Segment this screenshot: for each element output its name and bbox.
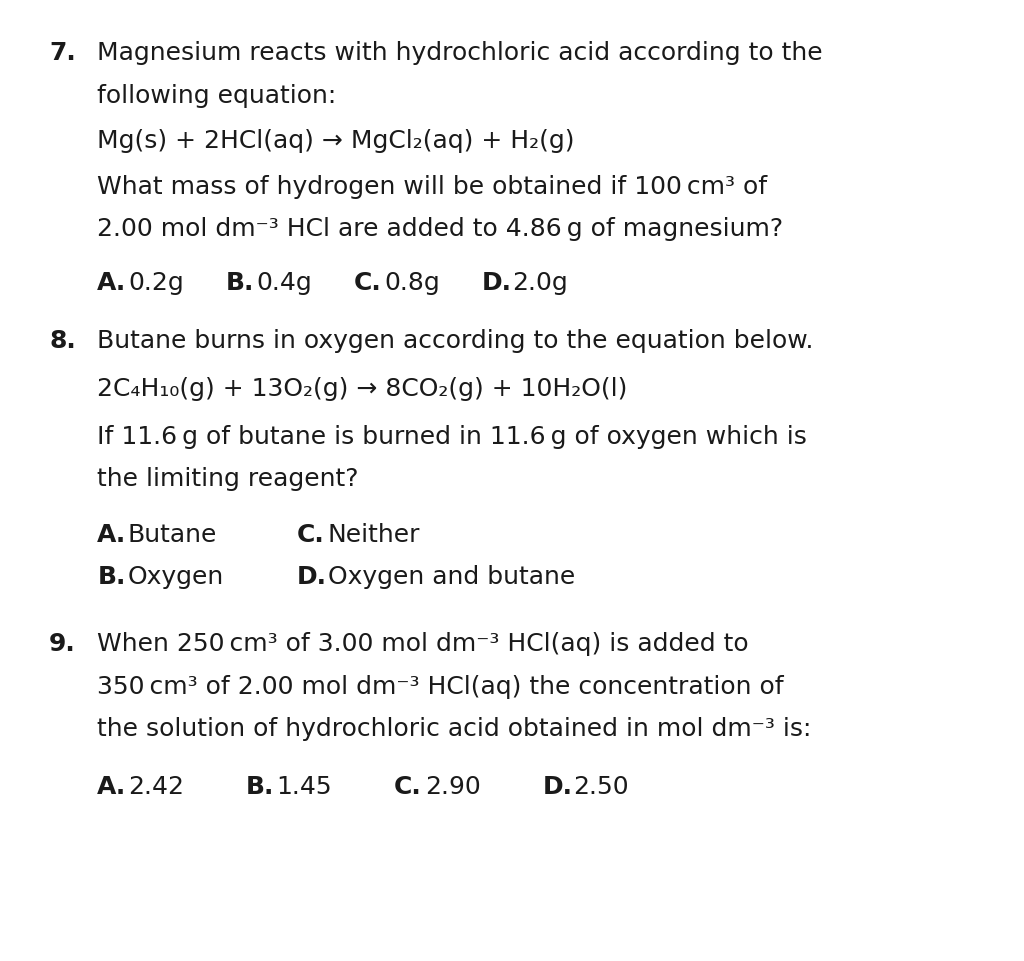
Text: C.: C. <box>353 271 381 295</box>
Text: 2.90: 2.90 <box>425 775 480 799</box>
Text: Magnesium reacts with hydrochloric acid according to the: Magnesium reacts with hydrochloric acid … <box>97 41 823 65</box>
Text: Butane: Butane <box>128 523 217 547</box>
Text: Mg(s) + 2HCl(aq) → MgCl₂(aq) + H₂(g): Mg(s) + 2HCl(aq) → MgCl₂(aq) + H₂(g) <box>97 129 574 153</box>
Text: the solution of hydrochloric acid obtained in mol dm⁻³ is:: the solution of hydrochloric acid obtain… <box>97 717 812 741</box>
Text: 2.50: 2.50 <box>573 775 629 799</box>
Text: 1.45: 1.45 <box>276 775 332 799</box>
Text: D.: D. <box>297 565 327 589</box>
Text: 2.0g: 2.0g <box>512 271 567 295</box>
Text: Oxygen and butane: Oxygen and butane <box>328 565 574 589</box>
Text: Neither: Neither <box>328 523 420 547</box>
Text: C.: C. <box>394 775 422 799</box>
Text: 350 cm³ of 2.00 mol dm⁻³ HCl(aq) the concentration of: 350 cm³ of 2.00 mol dm⁻³ HCl(aq) the con… <box>97 675 784 699</box>
Text: If 11.6 g of butane is burned in 11.6 g of oxygen which is: If 11.6 g of butane is burned in 11.6 g … <box>97 425 807 449</box>
Text: 2.00 mol dm⁻³ HCl are added to 4.86 g of magnesium?: 2.00 mol dm⁻³ HCl are added to 4.86 g of… <box>97 217 783 241</box>
Text: 8.: 8. <box>49 329 76 353</box>
Text: What mass of hydrogen will be obtained if 100 cm³ of: What mass of hydrogen will be obtained i… <box>97 175 767 199</box>
Text: following equation:: following equation: <box>97 84 337 108</box>
Text: 0.2g: 0.2g <box>128 271 183 295</box>
Text: Butane burns in oxygen according to the equation below.: Butane burns in oxygen according to the … <box>97 329 814 353</box>
Text: A.: A. <box>97 775 127 799</box>
Text: the limiting reagent?: the limiting reagent? <box>97 467 358 491</box>
Text: 0.4g: 0.4g <box>256 271 311 295</box>
Text: 9.: 9. <box>49 632 76 656</box>
Text: D.: D. <box>481 271 511 295</box>
Text: B.: B. <box>225 271 254 295</box>
Text: 0.8g: 0.8g <box>384 271 439 295</box>
Text: 7.: 7. <box>49 41 76 65</box>
Text: B.: B. <box>246 775 274 799</box>
Text: When 250 cm³ of 3.00 mol dm⁻³ HCl(aq) is added to: When 250 cm³ of 3.00 mol dm⁻³ HCl(aq) is… <box>97 632 749 656</box>
Text: Oxygen: Oxygen <box>128 565 224 589</box>
Text: B.: B. <box>97 565 126 589</box>
Text: D.: D. <box>543 775 572 799</box>
Text: 2C₄H₁₀(g) + 13O₂(g) → 8CO₂(g) + 10H₂O(l): 2C₄H₁₀(g) + 13O₂(g) → 8CO₂(g) + 10H₂O(l) <box>97 377 628 401</box>
Text: 2.42: 2.42 <box>128 775 184 799</box>
Text: A.: A. <box>97 523 127 547</box>
Text: C.: C. <box>297 523 325 547</box>
Text: A.: A. <box>97 271 127 295</box>
